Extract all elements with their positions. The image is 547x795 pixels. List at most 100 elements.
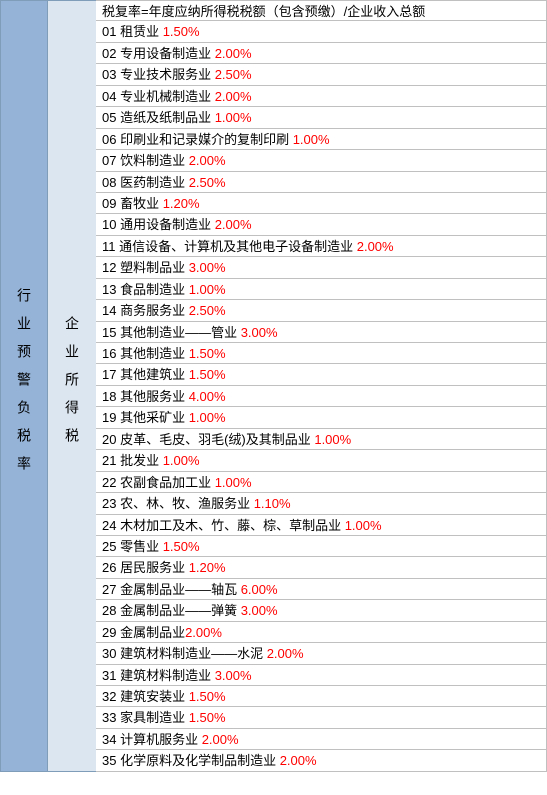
row-rate: 2.50% bbox=[215, 67, 252, 82]
table-row: 30 建筑材料制造业——水泥 2.00% bbox=[96, 643, 547, 664]
row-rate: 2.00% bbox=[185, 625, 222, 640]
table-row: 23 农、林、牧、渔服务业 1.10% bbox=[96, 493, 547, 514]
row-label: 21 批发业 bbox=[102, 453, 163, 468]
row-label: 22 农副食品加工业 bbox=[102, 475, 215, 490]
row-rate: 1.00% bbox=[215, 475, 252, 490]
row-label: 30 建筑材料制造业——水泥 bbox=[102, 646, 267, 661]
row-rate: 1.50% bbox=[189, 367, 226, 382]
table-row: 13 食品制造业 1.00% bbox=[96, 279, 547, 300]
row-rate: 3.00% bbox=[215, 668, 252, 683]
formula-row: 税复率=年度应纳所得税税额（包含预缴）/企业收入总额 bbox=[96, 0, 547, 21]
table-row: 07 饮料制造业 2.00% bbox=[96, 150, 547, 171]
middle-header-text: 企业所得税 bbox=[62, 316, 82, 456]
table-row: 12 塑料制品业 3.00% bbox=[96, 257, 547, 278]
formula-text: 税复率=年度应纳所得税税额（包含预缴）/企业收入总额 bbox=[102, 4, 425, 19]
data-column: 税复率=年度应纳所得税税额（包含预缴）/企业收入总额01 租赁业 1.50%02… bbox=[96, 0, 547, 772]
row-rate: 4.00% bbox=[189, 389, 226, 404]
table-row: 02 专用设备制造业 2.00% bbox=[96, 43, 547, 64]
row-label: 28 金属制品业——弹簧 bbox=[102, 603, 241, 618]
table-row: 24 木材加工及木、竹、藤、棕、草制品业 1.00% bbox=[96, 515, 547, 536]
row-rate: 1.00% bbox=[189, 282, 226, 297]
row-label: 18 其他服务业 bbox=[102, 389, 189, 404]
row-rate: 2.00% bbox=[280, 753, 317, 768]
table-row: 05 造纸及纸制品业 1.00% bbox=[96, 107, 547, 128]
row-rate: 1.50% bbox=[189, 710, 226, 725]
row-rate: 2.00% bbox=[215, 217, 252, 232]
row-label: 17 其他建筑业 bbox=[102, 367, 189, 382]
table-row: 29 金属制品业2.00% bbox=[96, 622, 547, 643]
table-row: 34 计算机服务业 2.00% bbox=[96, 729, 547, 750]
row-label: 07 饮料制造业 bbox=[102, 153, 189, 168]
row-rate: 1.00% bbox=[163, 453, 200, 468]
row-label: 01 租赁业 bbox=[102, 24, 163, 39]
row-rate: 3.00% bbox=[189, 260, 226, 275]
row-label: 35 化学原料及化学制品制造业 bbox=[102, 753, 280, 768]
tax-rate-table: 行业预警负税率 企业所得税 税复率=年度应纳所得税税额（包含预缴）/企业收入总额… bbox=[0, 0, 547, 772]
row-rate: 2.50% bbox=[189, 175, 226, 190]
table-row: 14 商务服务业 2.50% bbox=[96, 300, 547, 321]
row-label: 31 建筑材料制造业 bbox=[102, 668, 215, 683]
row-label: 25 零售业 bbox=[102, 539, 163, 554]
row-label: 09 畜牧业 bbox=[102, 196, 163, 211]
row-label: 02 专用设备制造业 bbox=[102, 46, 215, 61]
row-rate: 6.00% bbox=[241, 582, 278, 597]
row-rate: 1.20% bbox=[189, 560, 226, 575]
row-label: 24 木材加工及木、竹、藤、棕、草制品业 bbox=[102, 518, 345, 533]
table-row: 11 通信设备、计算机及其他电子设备制造业 2.00% bbox=[96, 236, 547, 257]
row-rate: 1.50% bbox=[189, 689, 226, 704]
table-row: 01 租赁业 1.50% bbox=[96, 21, 547, 42]
row-label: 12 塑料制品业 bbox=[102, 260, 189, 275]
row-label: 34 计算机服务业 bbox=[102, 732, 202, 747]
table-row: 28 金属制品业——弹簧 3.00% bbox=[96, 600, 547, 621]
row-rate: 1.00% bbox=[215, 110, 252, 125]
row-rate: 2.00% bbox=[267, 646, 304, 661]
table-row: 10 通用设备制造业 2.00% bbox=[96, 214, 547, 235]
row-rate: 2.00% bbox=[357, 239, 394, 254]
row-label: 26 居民服务业 bbox=[102, 560, 189, 575]
row-label: 15 其他制造业——管业 bbox=[102, 325, 241, 340]
table-row: 20 皮革、毛皮、羽毛(绒)及其制品业 1.00% bbox=[96, 429, 547, 450]
row-label: 20 皮革、毛皮、羽毛(绒)及其制品业 bbox=[102, 432, 314, 447]
table-row: 33 家具制造业 1.50% bbox=[96, 707, 547, 728]
table-row: 26 居民服务业 1.20% bbox=[96, 557, 547, 578]
middle-header-cell: 企业所得税 bbox=[48, 0, 96, 772]
row-label: 10 通用设备制造业 bbox=[102, 217, 215, 232]
row-label: 27 金属制品业——轴瓦 bbox=[102, 582, 241, 597]
table-row: 21 批发业 1.00% bbox=[96, 450, 547, 471]
row-label: 23 农、林、牧、渔服务业 bbox=[102, 496, 254, 511]
table-row: 03 专业技术服务业 2.50% bbox=[96, 64, 547, 85]
row-label: 05 造纸及纸制品业 bbox=[102, 110, 215, 125]
row-label: 11 通信设备、计算机及其他电子设备制造业 bbox=[102, 239, 357, 254]
table-row: 08 医药制造业 2.50% bbox=[96, 172, 547, 193]
row-label: 32 建筑安装业 bbox=[102, 689, 189, 704]
row-rate: 1.00% bbox=[314, 432, 351, 447]
row-rate: 1.00% bbox=[293, 132, 330, 147]
table-row: 22 农副食品加工业 1.00% bbox=[96, 472, 547, 493]
row-label: 14 商务服务业 bbox=[102, 303, 189, 318]
row-rate: 3.00% bbox=[241, 325, 278, 340]
table-row: 25 零售业 1.50% bbox=[96, 536, 547, 557]
table-row: 15 其他制造业——管业 3.00% bbox=[96, 322, 547, 343]
row-label: 08 医药制造业 bbox=[102, 175, 189, 190]
table-row: 32 建筑安装业 1.50% bbox=[96, 686, 547, 707]
row-label: 29 金属制品业 bbox=[102, 625, 185, 640]
row-rate: 2.50% bbox=[189, 303, 226, 318]
row-rate: 1.20% bbox=[163, 196, 200, 211]
table-row: 06 印刷业和记录媒介的复制印刷 1.00% bbox=[96, 129, 547, 150]
row-rate: 1.10% bbox=[254, 496, 291, 511]
row-rate: 1.50% bbox=[189, 346, 226, 361]
row-rate: 1.50% bbox=[163, 24, 200, 39]
table-row: 19 其他采矿业 1.00% bbox=[96, 407, 547, 428]
row-rate: 1.00% bbox=[189, 410, 226, 425]
left-header-cell: 行业预警负税率 bbox=[0, 0, 48, 772]
left-header-text: 行业预警负税率 bbox=[14, 288, 34, 484]
row-rate: 1.50% bbox=[163, 539, 200, 554]
row-label: 13 食品制造业 bbox=[102, 282, 189, 297]
row-rate: 2.00% bbox=[202, 732, 239, 747]
row-rate: 2.00% bbox=[215, 46, 252, 61]
row-label: 19 其他采矿业 bbox=[102, 410, 189, 425]
row-label: 16 其他制造业 bbox=[102, 346, 189, 361]
table-row: 04 专业机械制造业 2.00% bbox=[96, 86, 547, 107]
row-rate: 3.00% bbox=[241, 603, 278, 618]
row-rate: 1.00% bbox=[345, 518, 382, 533]
